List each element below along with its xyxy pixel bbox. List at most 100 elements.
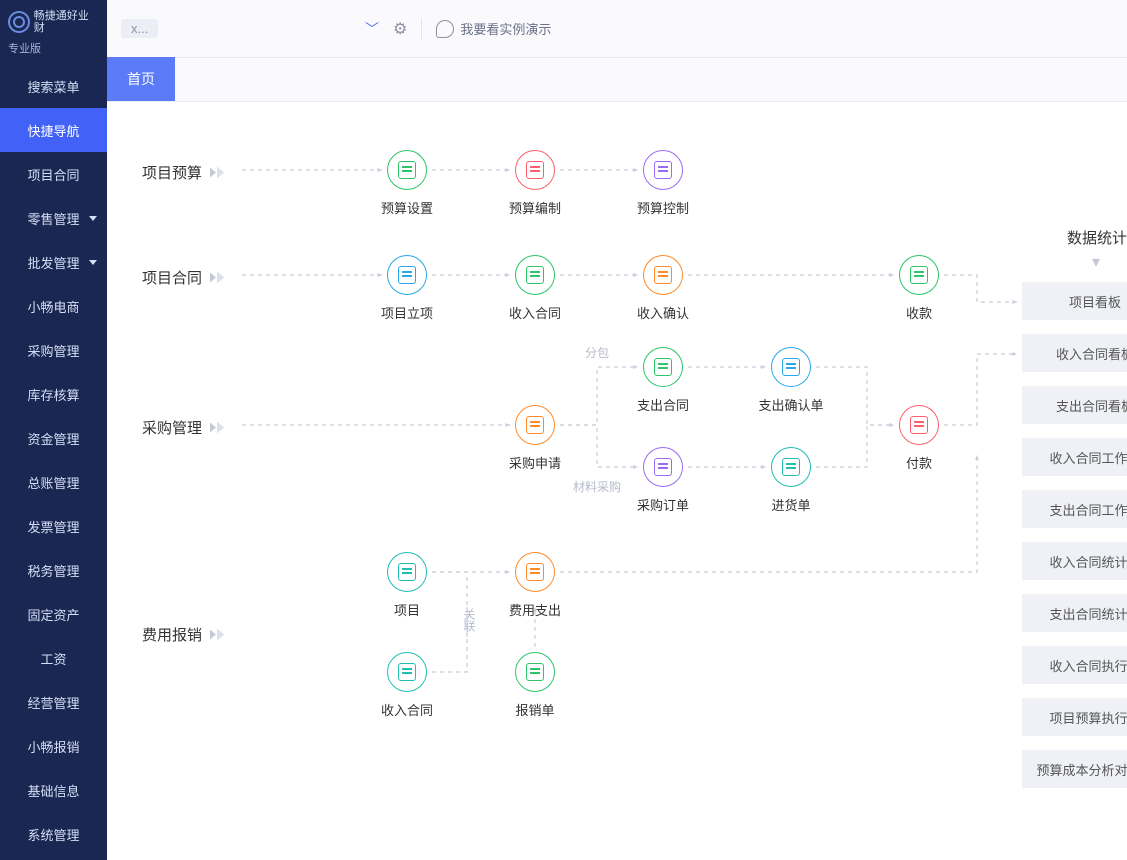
tab-home[interactable]: 首页 bbox=[107, 57, 175, 101]
chat-icon bbox=[436, 20, 454, 38]
section-label: 费用报销 bbox=[142, 624, 224, 645]
node-icon bbox=[515, 405, 555, 445]
node-label: 收入合同 bbox=[509, 303, 561, 322]
node-icon bbox=[387, 255, 427, 295]
stat-button[interactable]: 项目看板 bbox=[1022, 282, 1127, 320]
chevron-down-icon[interactable]: ﹀ bbox=[365, 19, 379, 39]
flow-node[interactable]: 采购申请 bbox=[505, 405, 565, 472]
node-label: 项目 bbox=[394, 600, 420, 619]
sidebar-item[interactable]: 项目合同 bbox=[0, 152, 107, 196]
arrow-icon bbox=[210, 167, 224, 179]
node-icon bbox=[899, 405, 939, 445]
sidebar-item[interactable]: 小畅电商 bbox=[0, 284, 107, 328]
stat-button[interactable]: 项目预算执行表 bbox=[1022, 698, 1127, 736]
flow-node[interactable]: 收款 bbox=[889, 255, 949, 322]
flow-node[interactable]: 进货单 bbox=[761, 447, 821, 514]
node-icon bbox=[515, 552, 555, 592]
sidebar-item[interactable]: 总账管理 bbox=[0, 460, 107, 504]
sidebar-item[interactable]: 快捷导航 bbox=[0, 108, 107, 152]
sidebar-item[interactable]: 工资 bbox=[0, 636, 107, 680]
sidebar-item[interactable]: 批发管理 bbox=[0, 240, 107, 284]
node-label: 收入确认 bbox=[637, 303, 689, 322]
gear-icon[interactable]: ⚙ bbox=[393, 19, 407, 39]
flow-node[interactable]: 收入合同 bbox=[505, 255, 565, 322]
node-icon bbox=[899, 255, 939, 295]
flow-node[interactable]: 费用支出 bbox=[505, 552, 565, 619]
sidebar-item[interactable]: 系统管理 bbox=[0, 812, 107, 856]
node-label: 项目立项 bbox=[381, 303, 433, 322]
logo-icon bbox=[8, 11, 30, 33]
stat-button[interactable]: 收入合同看板 bbox=[1022, 334, 1127, 372]
flow-node[interactable]: 预算设置 bbox=[377, 150, 437, 217]
flow-node[interactable]: 付款 bbox=[889, 405, 949, 472]
node-label: 收款 bbox=[906, 303, 932, 322]
node-label: 预算设置 bbox=[381, 198, 433, 217]
node-label: 预算编制 bbox=[509, 198, 561, 217]
sidebar-item[interactable]: 采购管理 bbox=[0, 328, 107, 372]
flow-node[interactable]: 支出合同 bbox=[633, 347, 693, 414]
node-label: 费用支出 bbox=[509, 600, 561, 619]
node-icon bbox=[643, 150, 683, 190]
separator bbox=[421, 18, 422, 40]
brand-edition: 专业版 bbox=[0, 40, 107, 64]
node-icon bbox=[643, 447, 683, 487]
sidebar-item[interactable]: 库存核算 bbox=[0, 372, 107, 416]
flow-node[interactable]: 采购订单 bbox=[633, 447, 693, 514]
stat-button[interactable]: 支出合同统计表 bbox=[1022, 594, 1127, 632]
node-icon bbox=[771, 347, 811, 387]
node-label: 收入合同 bbox=[381, 700, 433, 719]
flow-node[interactable]: 项目 bbox=[377, 552, 437, 619]
chevron-down-icon bbox=[89, 216, 97, 221]
sidebar-item[interactable]: 固定资产 bbox=[0, 592, 107, 636]
sidebar-item[interactable]: 基础信息 bbox=[0, 768, 107, 812]
section-label: 项目合同 bbox=[142, 267, 224, 288]
node-label: 采购申请 bbox=[509, 453, 561, 472]
arrow-icon bbox=[210, 422, 224, 434]
stats-title: 数据统计 bbox=[1067, 227, 1127, 248]
node-label: 支出确认单 bbox=[759, 395, 824, 414]
sidebar: 畅捷通好业财 专业版 搜索菜单 快捷导航项目合同零售管理批发管理小畅电商采购管理… bbox=[0, 0, 107, 860]
sidebar-item[interactable]: 发票管理 bbox=[0, 504, 107, 548]
stat-button[interactable]: 收入合同工作台 bbox=[1022, 438, 1127, 476]
node-icon bbox=[387, 652, 427, 692]
flow-node[interactable]: 项目立项 bbox=[377, 255, 437, 322]
flow-node[interactable]: 报销单 bbox=[505, 652, 565, 719]
node-icon bbox=[515, 255, 555, 295]
section-label: 项目预算 bbox=[142, 162, 224, 183]
org-selector[interactable]: x... bbox=[121, 19, 351, 38]
sidebar-item[interactable]: 零售管理 bbox=[0, 196, 107, 240]
node-label: 进货单 bbox=[771, 495, 810, 514]
node-icon bbox=[515, 652, 555, 692]
node-icon bbox=[643, 347, 683, 387]
logo: 畅捷通好业财 bbox=[0, 0, 107, 40]
node-label: 预算控制 bbox=[637, 198, 689, 217]
sidebar-item[interactable]: 经营管理 bbox=[0, 680, 107, 724]
stat-button[interactable]: 支出合同工作台 bbox=[1022, 490, 1127, 528]
node-icon bbox=[387, 552, 427, 592]
nav-search[interactable]: 搜索菜单 bbox=[0, 64, 107, 108]
node-label: 采购订单 bbox=[637, 495, 689, 514]
stat-button[interactable]: 预算成本分析对比表 bbox=[1022, 750, 1127, 788]
topbar: x... ﹀ ⚙ 我要看实例演示 bbox=[107, 0, 1127, 58]
stat-button[interactable]: 收入合同统计表 bbox=[1022, 542, 1127, 580]
node-icon bbox=[771, 447, 811, 487]
brand-name: 畅捷通好业财 bbox=[34, 10, 99, 34]
sidebar-item[interactable]: 资金管理 bbox=[0, 416, 107, 460]
branch-label: 分包 bbox=[585, 344, 609, 361]
nav: 搜索菜单 快捷导航项目合同零售管理批发管理小畅电商采购管理库存核算资金管理总账管… bbox=[0, 64, 107, 860]
node-icon bbox=[515, 150, 555, 190]
stat-button[interactable]: 收入合同执行表 bbox=[1022, 646, 1127, 684]
node-label: 付款 bbox=[906, 453, 932, 472]
flow-node[interactable]: 预算编制 bbox=[505, 150, 565, 217]
sidebar-item[interactable]: 小畅报销 bbox=[0, 724, 107, 768]
node-icon bbox=[643, 255, 683, 295]
flow-node[interactable]: 预算控制 bbox=[633, 150, 693, 217]
stat-button[interactable]: 支出合同看板 bbox=[1022, 386, 1127, 424]
flow-node[interactable]: 支出确认单 bbox=[761, 347, 821, 414]
chevron-down-icon bbox=[89, 260, 97, 265]
flow-node[interactable]: 收入合同 bbox=[377, 652, 437, 719]
sidebar-item[interactable]: 税务管理 bbox=[0, 548, 107, 592]
flow-node[interactable]: 收入确认 bbox=[633, 255, 693, 322]
branch-label: 材料采购 bbox=[573, 478, 621, 495]
demo-link[interactable]: 我要看实例演示 bbox=[436, 19, 551, 38]
